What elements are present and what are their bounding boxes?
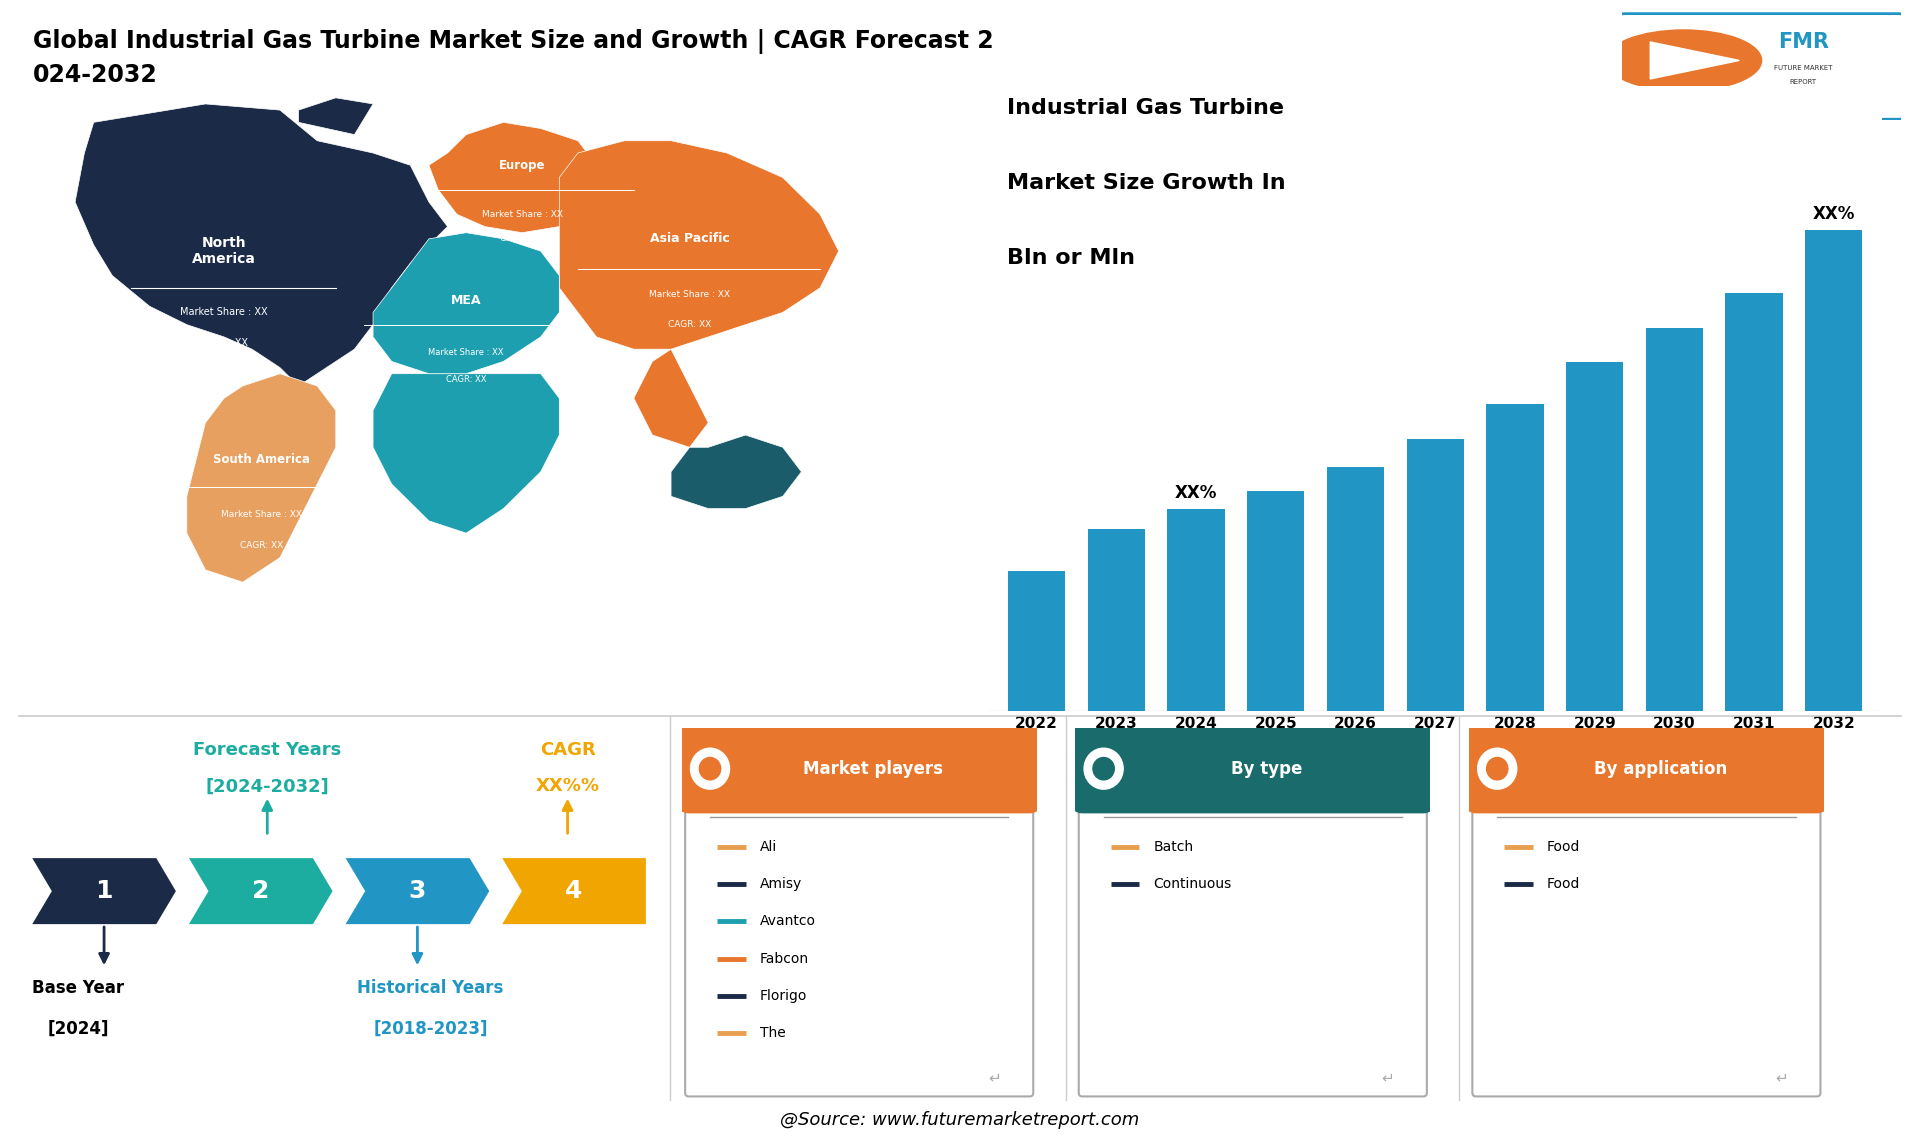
- Text: XX%: XX%: [1175, 484, 1217, 502]
- FancyBboxPatch shape: [1079, 806, 1427, 1097]
- Circle shape: [691, 748, 730, 790]
- Circle shape: [699, 758, 720, 780]
- Text: 024-2032: 024-2032: [33, 63, 157, 87]
- Polygon shape: [559, 141, 839, 350]
- Text: Market players: Market players: [803, 760, 943, 778]
- Text: 1: 1: [96, 879, 113, 903]
- Circle shape: [1478, 748, 1517, 790]
- Text: Market Size Growth In: Market Size Growth In: [1006, 173, 1284, 194]
- Bar: [1248, 492, 1304, 711]
- Text: CAGR: CAGR: [540, 740, 595, 759]
- Bar: [1008, 571, 1066, 711]
- Text: North
America: North America: [192, 236, 255, 266]
- Text: Industrial Gas Turbine: Industrial Gas Turbine: [1006, 99, 1284, 118]
- Bar: [1327, 466, 1384, 711]
- Circle shape: [1486, 758, 1507, 780]
- FancyBboxPatch shape: [1473, 806, 1820, 1097]
- Text: Continuous: Continuous: [1154, 877, 1231, 892]
- Polygon shape: [75, 104, 447, 386]
- FancyBboxPatch shape: [1071, 724, 1434, 814]
- Text: Bln or Mln: Bln or Mln: [1006, 249, 1135, 268]
- FancyBboxPatch shape: [678, 724, 1041, 814]
- Text: FMR: FMR: [1778, 32, 1830, 52]
- Text: Market Share : XX: Market Share : XX: [649, 290, 730, 298]
- Text: Market Share : XX: Market Share : XX: [482, 210, 563, 219]
- Text: [2024]: [2024]: [48, 1020, 109, 1037]
- Polygon shape: [634, 350, 708, 447]
- Text: CAGR: XX: CAGR: XX: [200, 338, 248, 348]
- Text: Food: Food: [1548, 877, 1580, 892]
- Polygon shape: [428, 123, 614, 233]
- FancyBboxPatch shape: [1620, 14, 1903, 119]
- Text: MEA: MEA: [451, 293, 482, 307]
- Text: Global Industrial Gas Turbine Market Size and Growth | CAGR Forecast 2: Global Industrial Gas Turbine Market Siz…: [33, 29, 993, 54]
- Bar: [1407, 439, 1463, 711]
- Polygon shape: [1649, 42, 1740, 79]
- Text: ↵: ↵: [987, 1070, 1000, 1085]
- Text: By application: By application: [1594, 760, 1728, 778]
- Polygon shape: [298, 97, 372, 134]
- Text: XX%%: XX%%: [536, 777, 599, 795]
- Bar: [1645, 328, 1703, 711]
- Bar: [1726, 292, 1784, 711]
- Text: FUTURE MARKET: FUTURE MARKET: [1774, 65, 1832, 71]
- Circle shape: [1605, 30, 1763, 91]
- Text: XX%: XX%: [1812, 205, 1855, 223]
- Bar: [1087, 529, 1144, 711]
- Polygon shape: [372, 233, 559, 374]
- Text: @Source: www.futuremarketreport.com: @Source: www.futuremarketreport.com: [780, 1110, 1140, 1129]
- Bar: [1486, 405, 1544, 711]
- Text: Market Share : XX: Market Share : XX: [428, 347, 503, 356]
- Text: 2: 2: [252, 879, 269, 903]
- Bar: [1805, 230, 1862, 711]
- Text: 3: 3: [409, 879, 426, 903]
- Text: Fabcon: Fabcon: [760, 951, 808, 966]
- Polygon shape: [503, 858, 645, 924]
- Text: [2018-2023]: [2018-2023]: [372, 1020, 488, 1037]
- Text: CAGR: XX: CAGR: XX: [668, 320, 710, 329]
- FancyBboxPatch shape: [1465, 724, 1828, 814]
- Polygon shape: [33, 858, 177, 924]
- Text: REPORT: REPORT: [1789, 79, 1816, 85]
- Text: CAGR: XX: CAGR: XX: [501, 234, 543, 243]
- Text: South America: South America: [213, 453, 309, 466]
- Text: Batch: Batch: [1154, 840, 1194, 854]
- Text: Base Year: Base Year: [33, 979, 125, 997]
- Polygon shape: [188, 858, 332, 924]
- Bar: [1567, 362, 1622, 711]
- Text: Avantco: Avantco: [760, 915, 816, 928]
- Circle shape: [1092, 758, 1114, 780]
- Circle shape: [1085, 748, 1123, 790]
- Text: Forecast Years: Forecast Years: [194, 740, 342, 759]
- Text: The: The: [760, 1026, 785, 1041]
- Text: Historical Years: Historical Years: [357, 979, 503, 997]
- Text: Ali: Ali: [760, 840, 778, 854]
- Polygon shape: [346, 858, 490, 924]
- Text: CAGR: XX: CAGR: XX: [240, 541, 282, 550]
- Bar: [1167, 509, 1225, 711]
- Text: By type: By type: [1231, 760, 1302, 778]
- Text: ↵: ↵: [1380, 1070, 1394, 1085]
- Text: Market Share : XX: Market Share : XX: [180, 307, 269, 317]
- Text: 4: 4: [564, 879, 584, 903]
- Text: Food: Food: [1548, 840, 1580, 854]
- Polygon shape: [372, 374, 559, 533]
- Text: ↵: ↵: [1774, 1070, 1788, 1085]
- Text: Europe: Europe: [499, 159, 545, 172]
- Text: Amisy: Amisy: [760, 877, 803, 892]
- Text: [2024-2032]: [2024-2032]: [205, 777, 328, 795]
- Text: Market Share : XX: Market Share : XX: [221, 510, 301, 519]
- Text: CAGR: XX: CAGR: XX: [445, 376, 486, 384]
- Polygon shape: [672, 435, 801, 509]
- FancyBboxPatch shape: [685, 806, 1033, 1097]
- Text: Florigo: Florigo: [760, 989, 806, 1003]
- Polygon shape: [186, 374, 336, 582]
- Text: Asia Pacific: Asia Pacific: [649, 233, 730, 245]
